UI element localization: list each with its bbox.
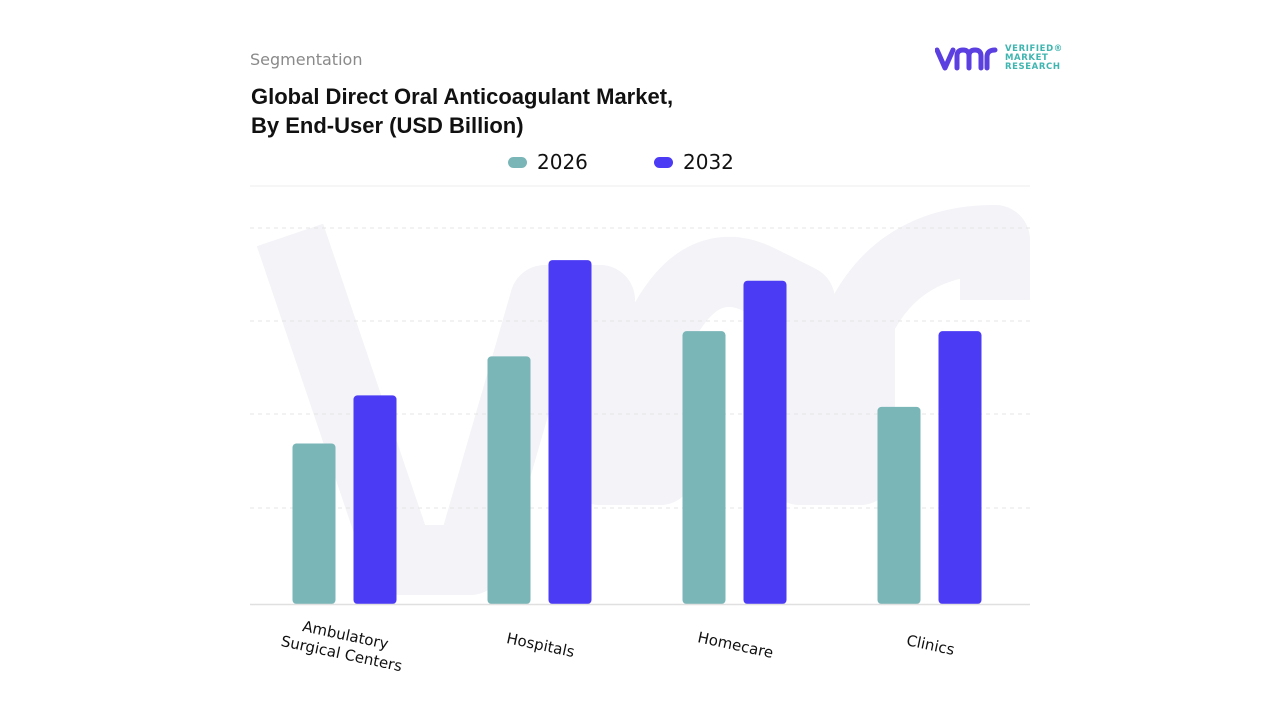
x-tick-label-0: AmbulatorySurgical Centers	[279, 613, 407, 675]
bar-2032-1	[548, 260, 592, 604]
vmr-logo-text: VERIFIED® MARKET RESEARCH	[1005, 43, 1063, 72]
legend-swatch-2026	[508, 156, 527, 168]
x-tick-label-line: Clinics	[905, 631, 956, 659]
x-tick-label-3: Clinics	[905, 631, 956, 659]
logo-registered: ®	[1053, 43, 1063, 54]
watermark-logo	[256, 205, 1030, 595]
bar-2032-2	[743, 280, 787, 604]
logo-line-3: RESEARCH	[1005, 61, 1061, 72]
vmr-logo: VERIFIED® MARKET RESEARCH	[935, 44, 1063, 72]
logo-line-1: VERIFIED	[1005, 43, 1054, 54]
logo-line-2: MARKET	[1005, 52, 1049, 63]
x-tick-label-line: Homecare	[696, 628, 775, 662]
x-tick-label-1: Hospitals	[505, 629, 576, 661]
bar-2032-0	[353, 395, 397, 604]
legend-item-2026: 2026	[508, 150, 588, 174]
vmr-logo-mark	[935, 47, 998, 71]
chart-title-line-1: Global Direct Oral Anticoagulant Market,	[251, 84, 674, 109]
segmentation-label: Segmentation	[250, 50, 363, 69]
legend-label-2032: 2032	[683, 150, 734, 174]
x-tick-label-line: Hospitals	[505, 629, 576, 661]
bar-2026-3	[877, 406, 921, 604]
bar-2026-0	[292, 443, 336, 604]
bar-2032-3	[938, 331, 982, 604]
legend-swatch-2032	[654, 156, 673, 168]
legend-label-2026: 2026	[537, 150, 588, 174]
legend-item-2032: 2032	[654, 150, 734, 174]
bar-2026-1	[487, 356, 531, 604]
chart-title-line-2: By End-User (USD Billion)	[251, 113, 524, 138]
x-tick-label-2: Homecare	[696, 628, 775, 662]
bar-2026-2	[682, 331, 726, 604]
chart-title: Global Direct Oral Anticoagulant Market,…	[251, 82, 673, 140]
